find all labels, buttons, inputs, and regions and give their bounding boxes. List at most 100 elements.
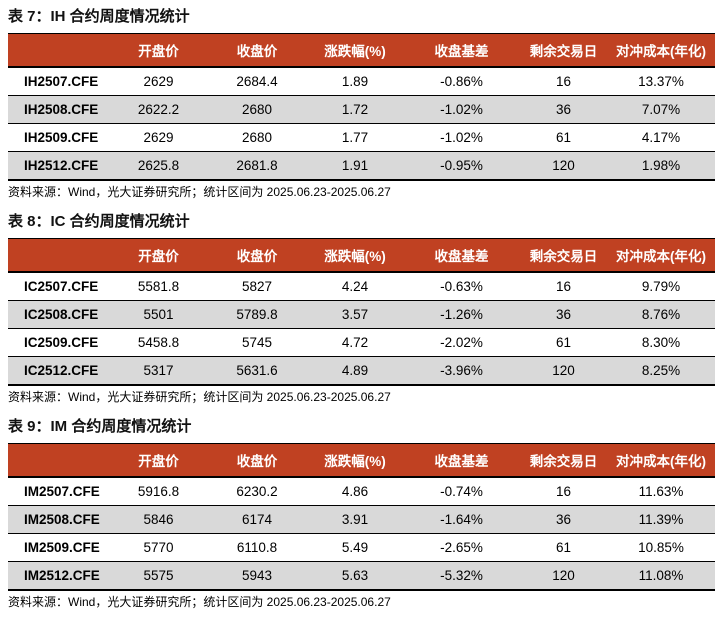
basis-cell: -1.02% — [403, 123, 520, 152]
close-cell: 5745 — [207, 328, 307, 357]
close-cell: 5943 — [207, 561, 307, 591]
basis-cell: -1.26% — [403, 300, 520, 329]
table-header-row: 开盘价 收盘价 涨跌幅(%) 收盘基差 剩余交易日 对冲成本(年化) — [8, 33, 715, 68]
days-cell: 36 — [520, 300, 607, 329]
header-close-price: 收盘价 — [207, 238, 307, 273]
header-contract — [8, 238, 110, 273]
change-cell: 5.63 — [307, 561, 403, 591]
days-cell: 16 — [520, 67, 607, 96]
contract-cell: IH2509.CFE — [8, 123, 110, 152]
change-cell: 1.72 — [307, 95, 403, 124]
table-section-ic: 表 8：IC 合约周度情况统计 开盘价 收盘价 涨跌幅(%) 收盘基差 剩余交易… — [8, 212, 715, 405]
header-change-pct: 涨跌幅(%) — [307, 33, 403, 68]
cost-cell: 10.85% — [607, 533, 715, 562]
cost-cell: 4.17% — [607, 123, 715, 152]
cost-cell: 8.25% — [607, 356, 715, 386]
days-cell: 120 — [520, 561, 607, 591]
basis-cell: -0.74% — [403, 477, 520, 506]
header-remaining-days: 剩余交易日 — [520, 443, 607, 478]
open-cell: 5575 — [110, 561, 207, 591]
table-section-ih: 表 7：IH 合约周度情况统计 开盘价 收盘价 涨跌幅(%) 收盘基差 剩余交易… — [8, 7, 715, 200]
header-change-pct: 涨跌幅(%) — [307, 238, 403, 273]
basis-cell: -2.65% — [403, 533, 520, 562]
close-cell: 2681.8 — [207, 151, 307, 181]
contract-cell: IH2512.CFE — [8, 151, 110, 181]
header-hedge-cost: 对冲成本(年化) — [607, 443, 715, 478]
header-open-price: 开盘价 — [110, 238, 207, 273]
table-row: IH2509.CFE 2629 2680 1.77 -1.02% 61 4.17… — [8, 123, 715, 152]
days-cell: 120 — [520, 356, 607, 386]
close-cell: 5827 — [207, 272, 307, 301]
open-cell: 5581.8 — [110, 272, 207, 301]
cost-cell: 11.39% — [607, 505, 715, 534]
change-cell: 1.91 — [307, 151, 403, 181]
header-close-price: 收盘价 — [207, 443, 307, 478]
source-note: 资料来源：Wind，光大证券研究所；统计区间为 2025.06.23-2025.… — [8, 390, 391, 404]
table-title: 表 8：IC 合约周度情况统计 — [8, 213, 190, 230]
table-row: IM2508.CFE 5846 6174 3.91 -1.64% 36 11.3… — [8, 505, 715, 534]
header-contract — [8, 33, 110, 68]
cost-cell: 1.98% — [607, 151, 715, 181]
close-cell: 2680 — [207, 123, 307, 152]
contract-cell: IC2507.CFE — [8, 272, 110, 301]
change-cell: 4.89 — [307, 356, 403, 386]
days-cell: 61 — [520, 123, 607, 152]
basis-cell: -0.95% — [403, 151, 520, 181]
contract-cell: IM2508.CFE — [8, 505, 110, 534]
open-cell: 5770 — [110, 533, 207, 562]
table-row: IM2509.CFE 5770 6110.8 5.49 -2.65% 61 10… — [8, 533, 715, 562]
basis-cell: -3.96% — [403, 356, 520, 386]
source-note: 资料来源：Wind，光大证券研究所；统计区间为 2025.06.23-2025.… — [8, 185, 391, 199]
header-close-price: 收盘价 — [207, 33, 307, 68]
table-row: IH2512.CFE 2625.8 2681.8 1.91 -0.95% 120… — [8, 151, 715, 181]
basis-cell: -2.02% — [403, 328, 520, 357]
table-row: IC2512.CFE 5317 5631.6 4.89 -3.96% 120 8… — [8, 356, 715, 386]
open-cell: 5458.8 — [110, 328, 207, 357]
close-cell: 6174 — [207, 505, 307, 534]
change-cell: 4.86 — [307, 477, 403, 506]
table-section-im: 表 9：IM 合约周度情况统计 开盘价 收盘价 涨跌幅(%) 收盘基差 剩余交易… — [8, 417, 715, 610]
close-cell: 6230.2 — [207, 477, 307, 506]
table-header-row: 开盘价 收盘价 涨跌幅(%) 收盘基差 剩余交易日 对冲成本(年化) — [8, 443, 715, 478]
header-close-basis: 收盘基差 — [403, 443, 520, 478]
table-row: IC2509.CFE 5458.8 5745 4.72 -2.02% 61 8.… — [8, 328, 715, 357]
contract-cell: IC2509.CFE — [8, 328, 110, 357]
close-cell: 6110.8 — [207, 533, 307, 562]
header-close-basis: 收盘基差 — [403, 33, 520, 68]
table-title: 表 7：IH 合约周度情况统计 — [8, 8, 190, 25]
open-cell: 5916.8 — [110, 477, 207, 506]
cost-cell: 11.63% — [607, 477, 715, 506]
cost-cell: 7.07% — [607, 95, 715, 124]
header-open-price: 开盘价 — [110, 33, 207, 68]
days-cell: 61 — [520, 533, 607, 562]
header-change-pct: 涨跌幅(%) — [307, 443, 403, 478]
cost-cell: 11.08% — [607, 561, 715, 591]
source-note: 资料来源：Wind，光大证券研究所；统计区间为 2025.06.23-2025.… — [8, 595, 391, 609]
change-cell: 3.57 — [307, 300, 403, 329]
table-row: IH2508.CFE 2622.2 2680 1.72 -1.02% 36 7.… — [8, 95, 715, 124]
contract-cell: IC2512.CFE — [8, 356, 110, 386]
header-remaining-days: 剩余交易日 — [520, 33, 607, 68]
header-close-basis: 收盘基差 — [403, 238, 520, 273]
contract-cell: IM2507.CFE — [8, 477, 110, 506]
basis-cell: -5.32% — [403, 561, 520, 591]
open-cell: 5317 — [110, 356, 207, 386]
table-header-row: 开盘价 收盘价 涨跌幅(%) 收盘基差 剩余交易日 对冲成本(年化) — [8, 238, 715, 273]
ic-weekly-table: 开盘价 收盘价 涨跌幅(%) 收盘基差 剩余交易日 对冲成本(年化) IC250… — [8, 238, 715, 386]
header-open-price: 开盘价 — [110, 443, 207, 478]
change-cell: 4.72 — [307, 328, 403, 357]
header-contract — [8, 443, 110, 478]
cost-cell: 8.76% — [607, 300, 715, 329]
days-cell: 16 — [520, 272, 607, 301]
open-cell: 2629 — [110, 123, 207, 152]
table-row: IM2512.CFE 5575 5943 5.63 -5.32% 120 11.… — [8, 561, 715, 591]
header-hedge-cost: 对冲成本(年化) — [607, 238, 715, 273]
change-cell: 4.24 — [307, 272, 403, 301]
days-cell: 36 — [520, 505, 607, 534]
open-cell: 5846 — [110, 505, 207, 534]
contract-cell: IC2508.CFE — [8, 300, 110, 329]
close-cell: 5789.8 — [207, 300, 307, 329]
cost-cell: 13.37% — [607, 67, 715, 96]
days-cell: 120 — [520, 151, 607, 181]
